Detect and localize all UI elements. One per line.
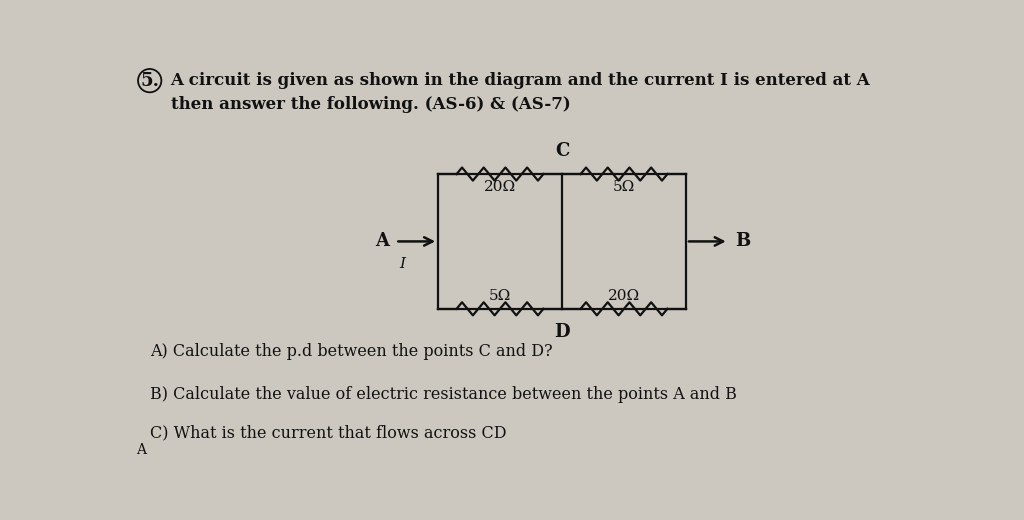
Text: D: D [554, 322, 569, 341]
Text: A circuit is given as shown in the diagram and the current I is entered at A
the: A circuit is given as shown in the diagr… [171, 72, 870, 113]
Text: C: C [555, 142, 569, 160]
Text: 20Ω: 20Ω [608, 289, 640, 303]
Text: A) Calculate the p.d between the points C and D?: A) Calculate the p.d between the points … [150, 343, 552, 360]
Text: 5.: 5. [140, 72, 159, 89]
Text: I: I [399, 257, 406, 271]
Text: 5Ω: 5Ω [613, 180, 635, 194]
Text: 20Ω: 20Ω [484, 180, 516, 194]
Text: 5Ω: 5Ω [488, 289, 511, 303]
Text: C) What is the current that flows across CD: C) What is the current that flows across… [150, 424, 506, 441]
Text: B) Calculate the value of electric resistance between the points A and B: B) Calculate the value of electric resis… [150, 386, 736, 403]
Text: B: B [735, 232, 750, 251]
Text: A: A [136, 443, 145, 457]
Text: A: A [375, 232, 389, 251]
